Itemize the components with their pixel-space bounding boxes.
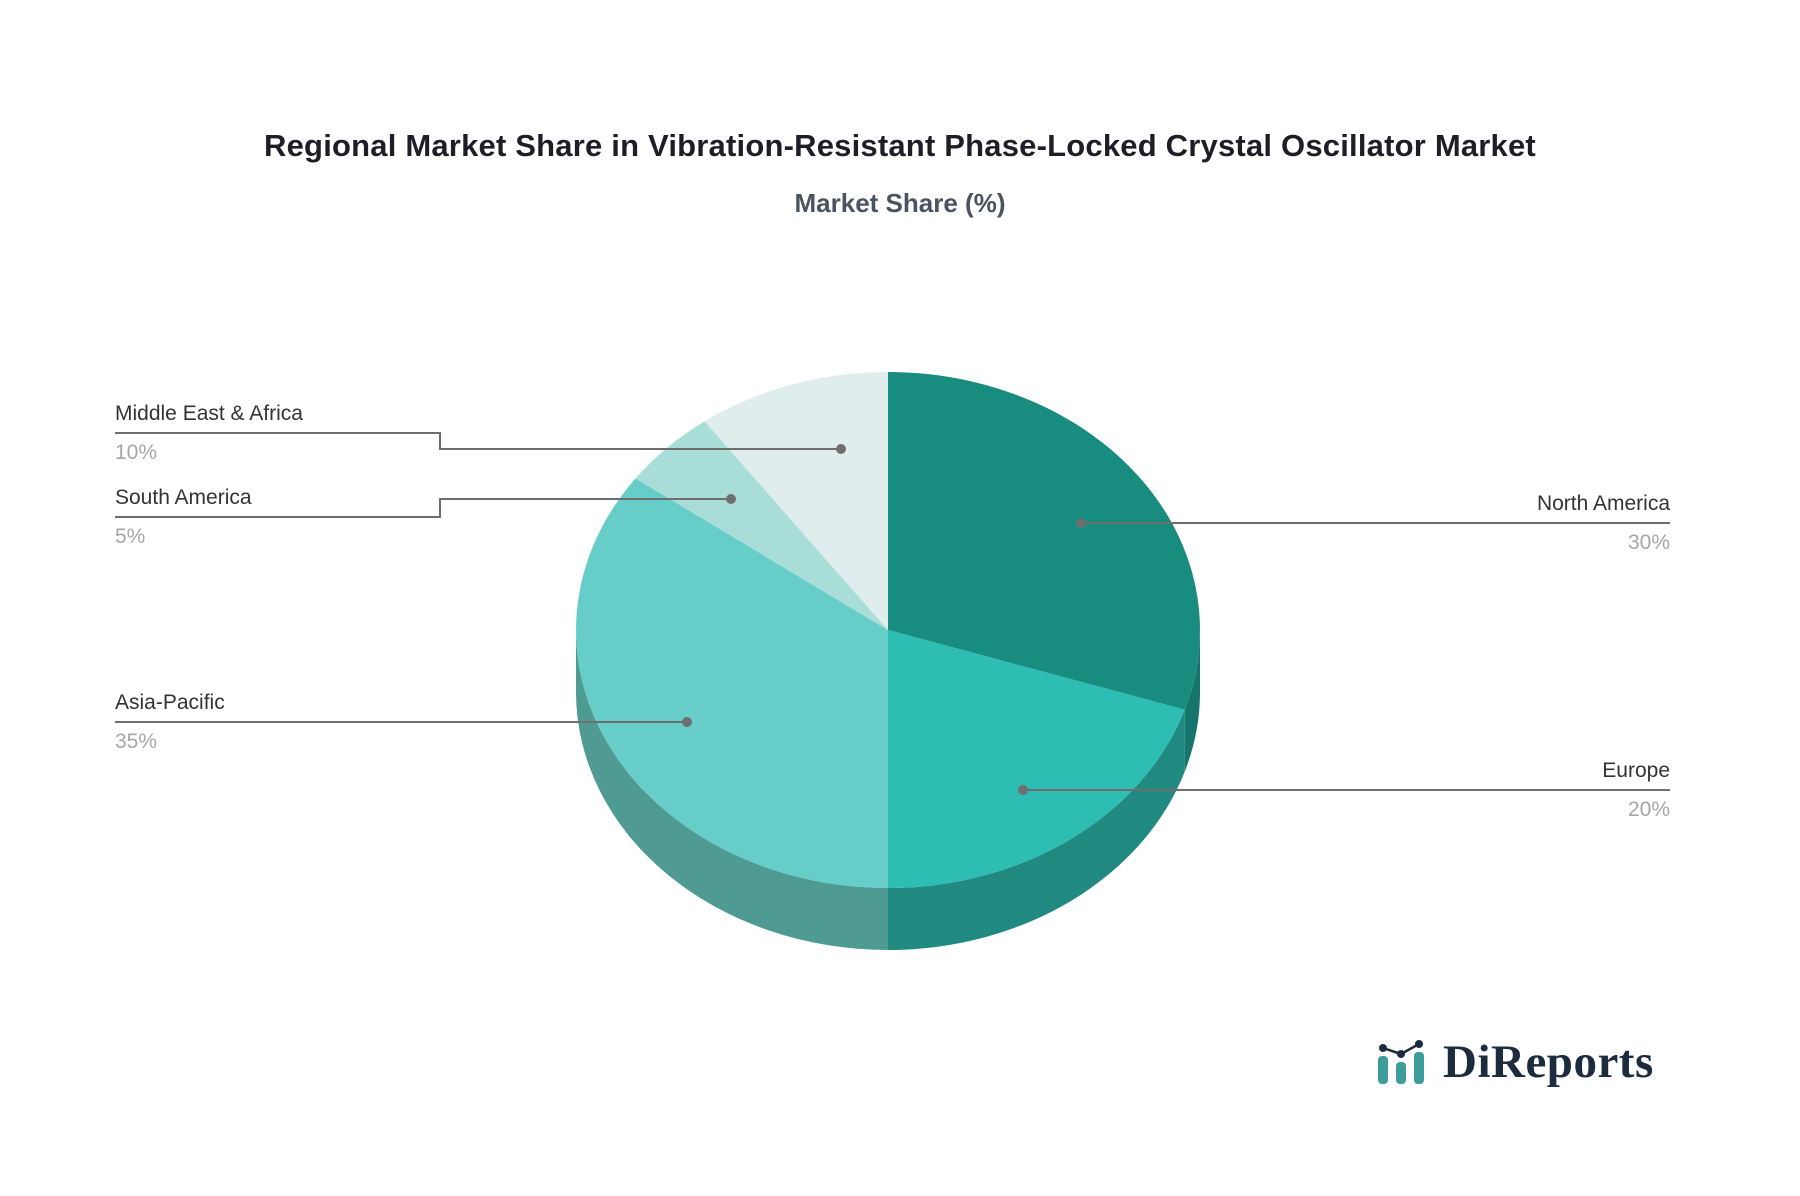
label-south-america: South America <box>115 486 252 509</box>
leader-dot-south-america <box>726 494 736 504</box>
value-europe: 20% <box>1627 798 1670 821</box>
label-asia-pacific: Asia-Pacific <box>115 691 225 714</box>
leader-line-middle-east-africa <box>115 432 841 450</box>
leader-dot-north-america <box>1076 518 1086 528</box>
leader-dot-middle-east-africa <box>836 444 846 454</box>
pie-slice-south-america <box>635 421 888 630</box>
pie-slice-europe <box>888 630 1185 888</box>
label-north-america: North America <box>1536 492 1670 515</box>
label-middle-east-africa: Middle East & Africa <box>115 402 303 425</box>
pie-rim-europe <box>888 709 1185 950</box>
value-asia-pacific: 35% <box>115 730 158 753</box>
pie-rim-north-america <box>1184 630 1200 772</box>
pie-rim-asia-pacific <box>576 630 888 950</box>
chart-subtitle: Market Share (%) <box>794 188 1006 218</box>
label-europe: Europe <box>1602 759 1670 782</box>
leader-dot-asia-pacific <box>682 717 692 727</box>
chart-title: Regional Market Share in Vibration-Resis… <box>264 128 1536 163</box>
pie-slice-asia-pacific <box>576 478 888 888</box>
mini-bar-chart-icon <box>1378 1040 1424 1084</box>
pie-slice-north-america <box>888 372 1200 710</box>
value-south-america: 5% <box>115 525 146 548</box>
leader-line-south-america <box>115 498 731 518</box>
pie-slice-middle-east-africa <box>704 372 888 630</box>
value-middle-east-africa: 10% <box>115 441 158 464</box>
logo-text: DiReports <box>1443 1036 1654 1088</box>
value-north-america: 30% <box>1627 531 1670 554</box>
direports-logo: DiReports <box>1376 1038 1654 1086</box>
leader-dot-europe <box>1018 785 1028 795</box>
